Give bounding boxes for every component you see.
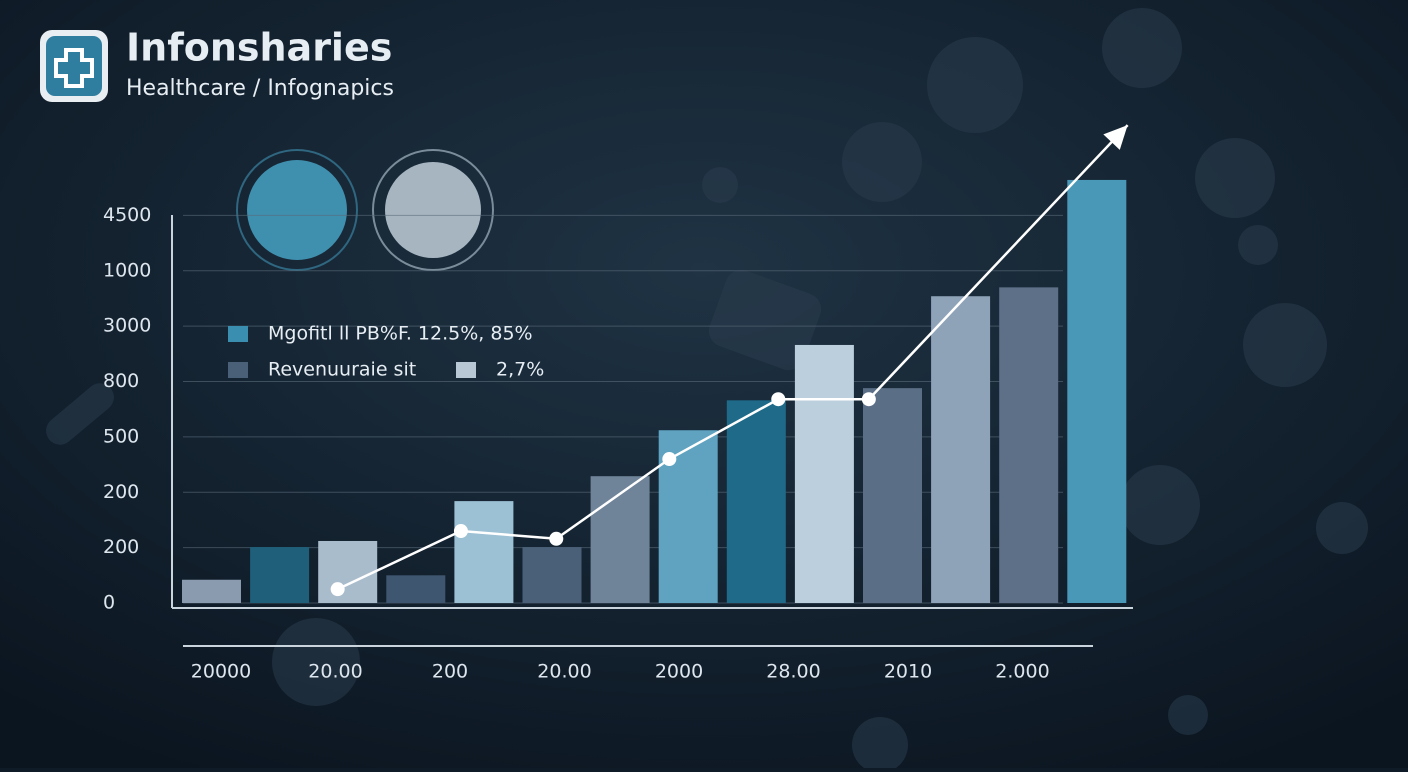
x-tick-label: 2000 xyxy=(655,661,703,683)
trend-marker xyxy=(662,452,677,467)
bar xyxy=(318,540,378,603)
subtitle: Healthcare / Infognapics xyxy=(126,76,394,101)
legend-swatch xyxy=(228,326,248,342)
y-tick-label: 500 xyxy=(103,425,139,447)
legend-swatch xyxy=(228,362,248,378)
title: Infonsharies xyxy=(126,26,392,70)
trend-marker xyxy=(771,392,786,407)
bar xyxy=(250,547,310,603)
bar xyxy=(726,400,786,603)
bar xyxy=(1067,179,1127,603)
bar xyxy=(454,501,514,603)
trend-marker xyxy=(549,531,564,546)
x-tick-label: 2.000 xyxy=(995,661,1049,683)
legend-label: Revenuuraie sit xyxy=(268,359,416,381)
x-tick-label: 20.00 xyxy=(537,661,591,683)
logo xyxy=(40,30,108,102)
legend-swatch xyxy=(456,362,476,378)
bar xyxy=(182,579,241,603)
legend-label: 2,7% xyxy=(496,359,544,381)
decoration xyxy=(46,8,1368,772)
y-tick-label: 4500 xyxy=(103,204,151,226)
bar xyxy=(522,547,582,603)
icons xyxy=(236,149,494,271)
bar xyxy=(931,296,991,603)
y-tick-label: 0 xyxy=(103,592,115,614)
y-tick-label: 3000 xyxy=(103,315,151,337)
x-tick-label: 20.00 xyxy=(308,661,362,683)
bar xyxy=(863,388,922,603)
y-tick-label: 200 xyxy=(103,481,139,503)
trend-marker xyxy=(861,392,876,407)
trend-marker xyxy=(453,524,468,539)
bar xyxy=(999,287,1059,603)
x-tick-label: 28.00 xyxy=(766,661,820,683)
x-tick-label: 2010 xyxy=(884,661,932,683)
y-tick-label: 1000 xyxy=(103,259,151,281)
bar xyxy=(386,575,446,603)
x-tick-label: 20000 xyxy=(191,661,251,683)
y-tick-label: 200 xyxy=(103,536,139,558)
bar xyxy=(590,476,650,603)
arrow-head xyxy=(1103,125,1128,150)
y-tick-label: 800 xyxy=(103,370,139,392)
trend-marker xyxy=(330,582,345,597)
bar xyxy=(794,344,854,603)
legend-label: Mgofitl ll PB%F. 12.5%, 85% xyxy=(268,323,533,345)
x-tick-label: 200 xyxy=(432,661,468,683)
